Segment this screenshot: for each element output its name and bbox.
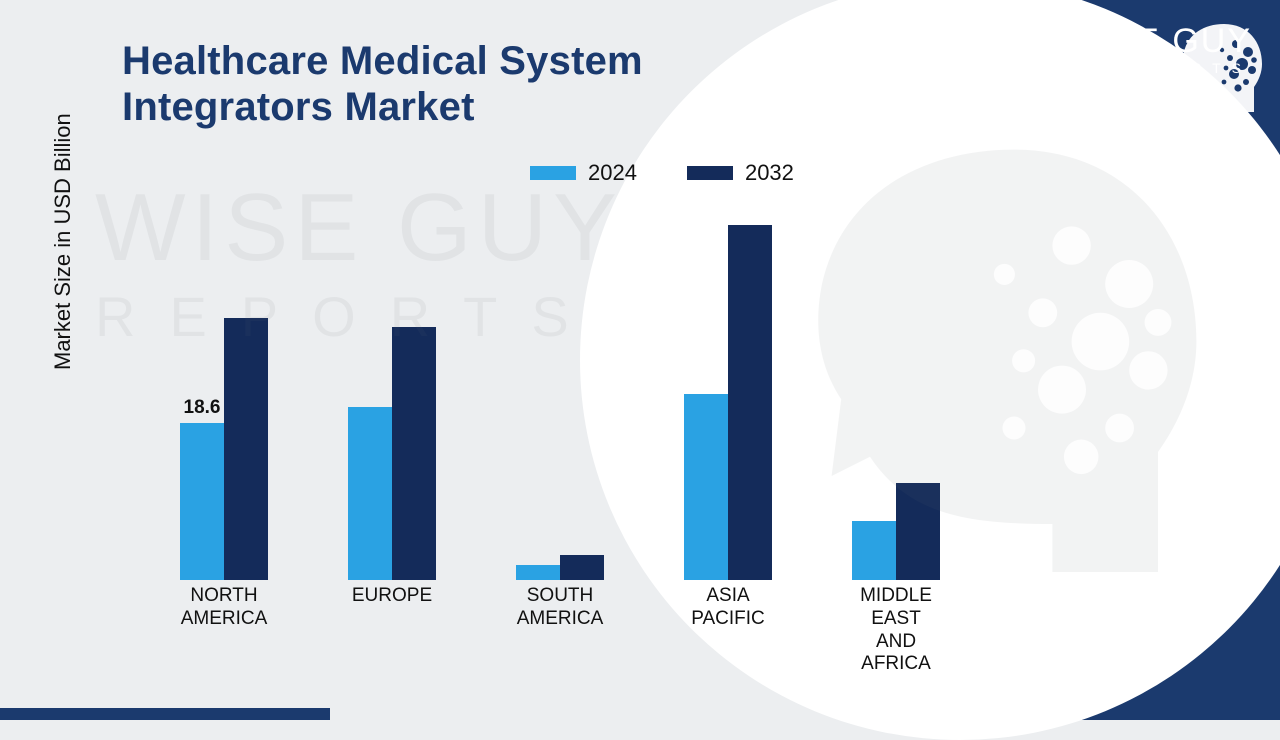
content: Healthcare Medical SystemIntegrators Mar… — [0, 0, 1280, 720]
bar-group — [317, 327, 467, 580]
bar-2024 — [348, 407, 392, 580]
chart: 2024 2032 Market Size in USD Billion 18.… — [60, 160, 960, 700]
bar-2032 — [896, 483, 940, 580]
bar-2024 — [684, 394, 728, 580]
bar-2032 — [728, 225, 772, 580]
logo-subline: REPORTS — [1066, 60, 1252, 76]
y-axis-label: Market Size in USD Billion — [50, 113, 76, 370]
bar-2024: 18.6 — [180, 423, 224, 580]
plot-area: 18.6 — [140, 200, 980, 580]
bar-value-label: 18.6 — [184, 397, 221, 419]
bar-2024 — [516, 565, 560, 580]
legend-label-2032: 2032 — [745, 160, 794, 186]
legend-item-2032: 2032 — [687, 160, 794, 186]
logo-word-1: WISE — [1066, 22, 1161, 60]
legend-swatch-2032 — [687, 166, 733, 180]
bar-group: 18.6 — [149, 318, 299, 580]
legend-item-2024: 2024 — [530, 160, 637, 186]
bar-group — [821, 483, 971, 580]
bar-2024 — [852, 521, 896, 580]
legend: 2024 2032 — [530, 160, 794, 186]
x-label: SOUTH AMERICA — [485, 585, 635, 676]
bar-group — [653, 225, 803, 580]
legend-swatch-2024 — [530, 166, 576, 180]
page-title: Healthcare Medical SystemIntegrators Mar… — [122, 38, 643, 130]
bar-group — [485, 555, 635, 580]
x-label: ASIA PACIFIC — [653, 585, 803, 676]
x-axis-labels: NORTH AMERICAEUROPESOUTH AMERICAASIA PAC… — [140, 585, 980, 676]
x-label: NORTH AMERICA — [149, 585, 299, 676]
brand-logo: WISE GUY REPORTS — [1066, 24, 1252, 76]
legend-label-2024: 2024 — [588, 160, 637, 186]
logo-word-2: GUY — [1172, 22, 1252, 60]
bar-2032 — [224, 318, 268, 580]
bottom-accent-bar — [0, 708, 330, 720]
x-label: MIDDLE EAST AND AFRICA — [821, 585, 971, 676]
x-label: EUROPE — [317, 585, 467, 676]
bar-2032 — [392, 327, 436, 580]
bar-2032 — [560, 555, 604, 580]
